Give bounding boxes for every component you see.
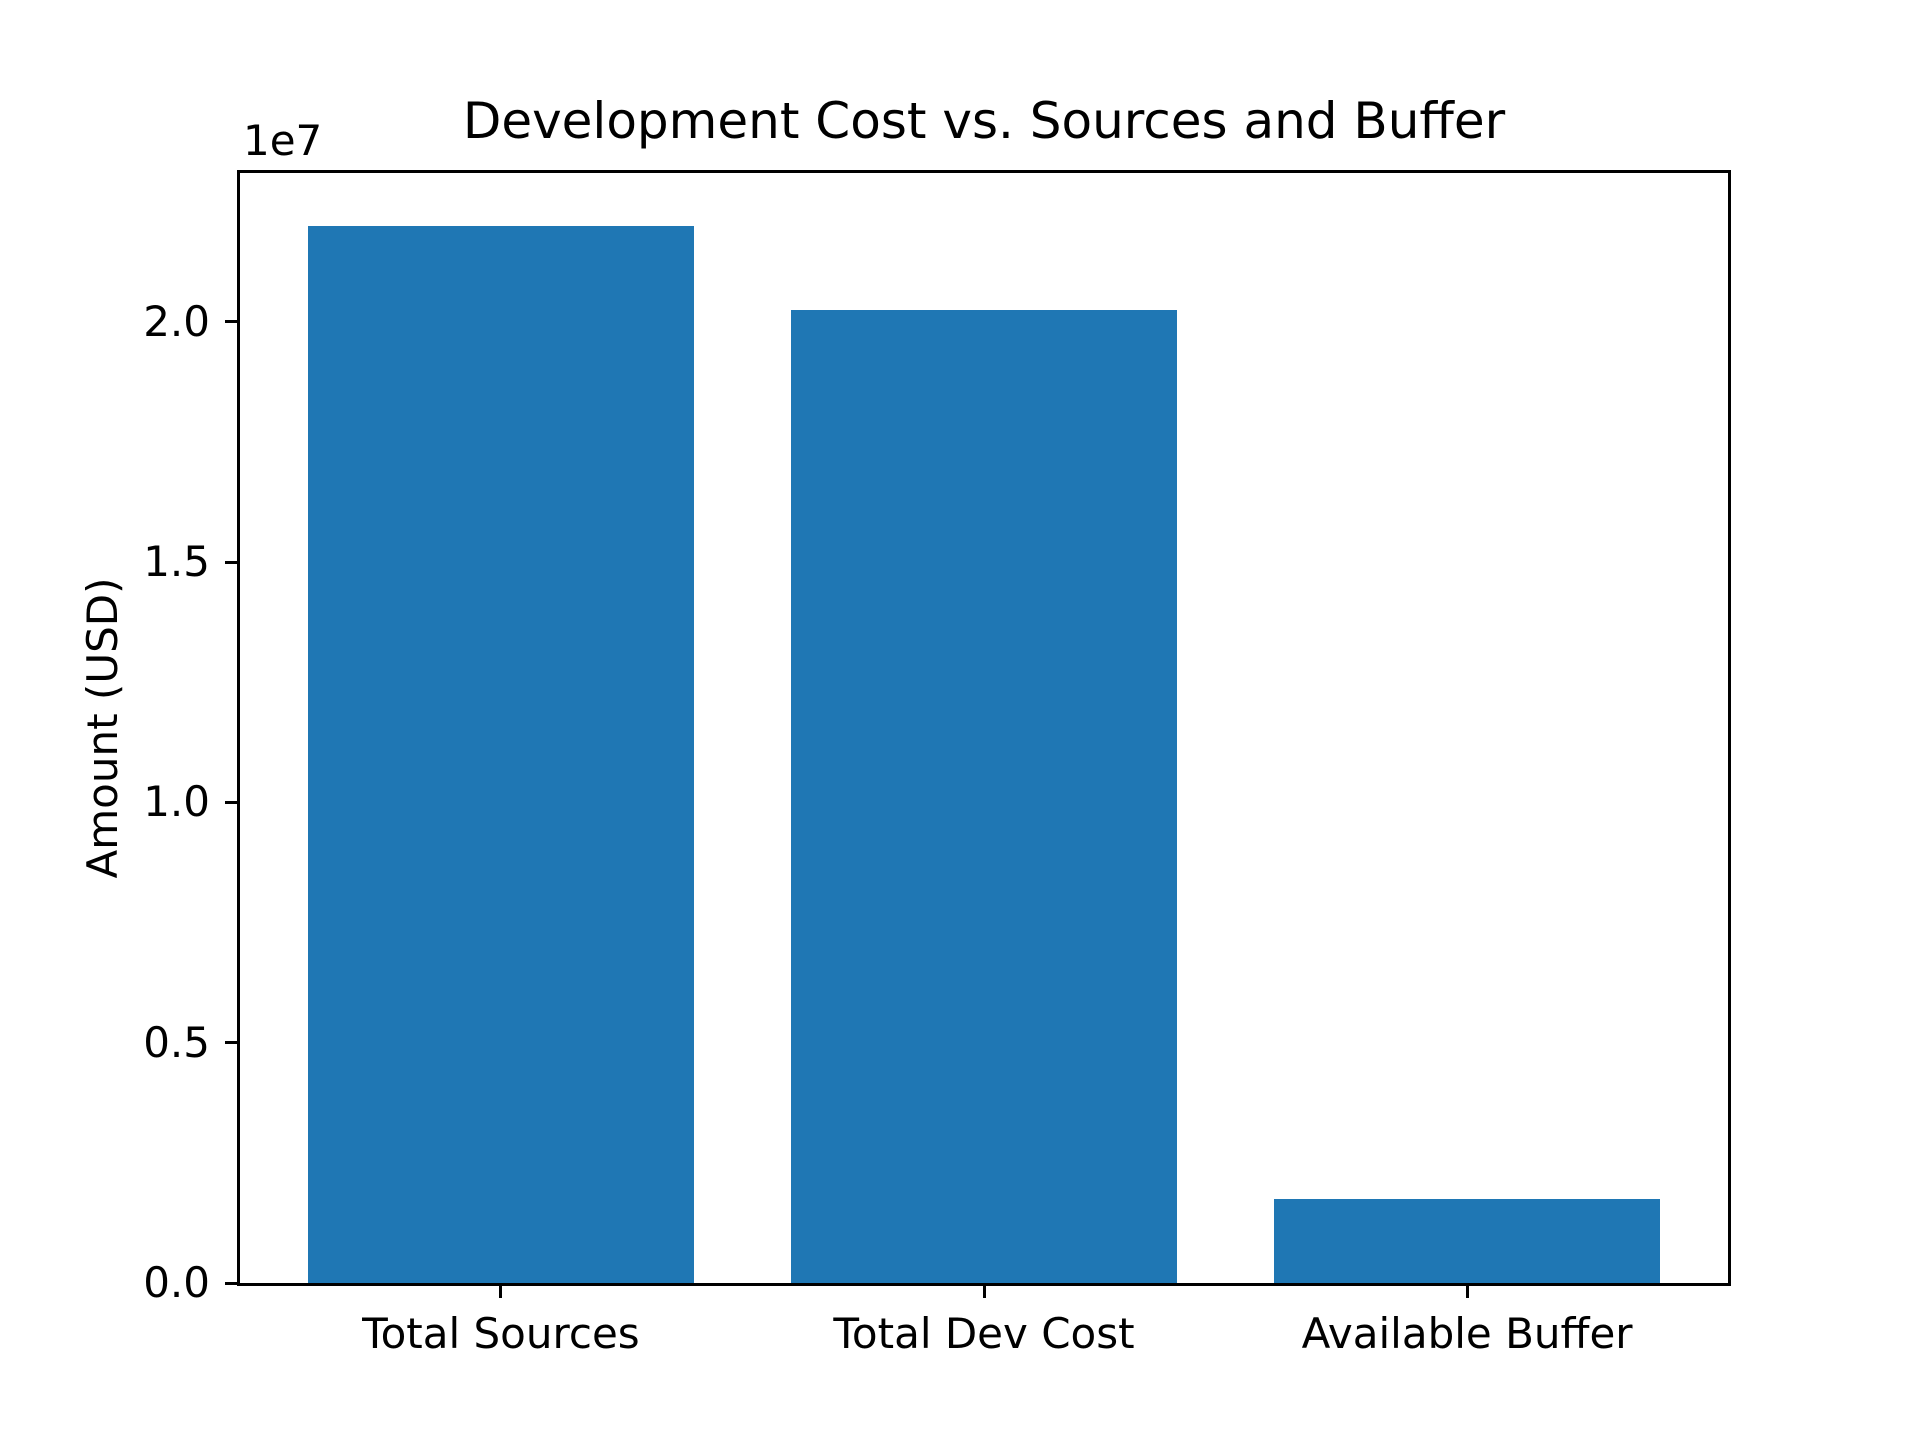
y-tick-label: 0.5 <box>143 1017 210 1067</box>
y-tick-label: 1.5 <box>143 537 210 587</box>
y-tick-mark <box>225 800 240 804</box>
y-tick-mark <box>225 1041 240 1045</box>
x-tick-mark <box>982 1284 986 1298</box>
bar-total-dev-cost <box>790 309 1178 1283</box>
chart-title: Development Cost vs. Sources and Buffer <box>462 92 1506 150</box>
x-tick-label: Total Dev Cost <box>833 1309 1135 1358</box>
y-tick-label: 2.0 <box>143 296 210 346</box>
y-axis-label: Amount (USD) <box>78 577 127 879</box>
bar-available-buffer <box>1273 1198 1661 1283</box>
bar-total-sources <box>307 225 695 1283</box>
y-tick-mark <box>225 320 240 324</box>
x-tick-mark <box>1465 1284 1469 1298</box>
y-tick-mark <box>225 560 240 564</box>
x-tick-label: Available Buffer <box>1301 1309 1633 1358</box>
y-axis-offset-text: 1e7 <box>243 116 323 165</box>
x-tick-mark <box>499 1284 503 1298</box>
x-tick-label: Total Sources <box>362 1309 640 1358</box>
y-tick-mark <box>225 1281 240 1285</box>
y-tick-label: 1.0 <box>143 777 210 827</box>
y-tick-label: 0.0 <box>143 1258 210 1307</box>
